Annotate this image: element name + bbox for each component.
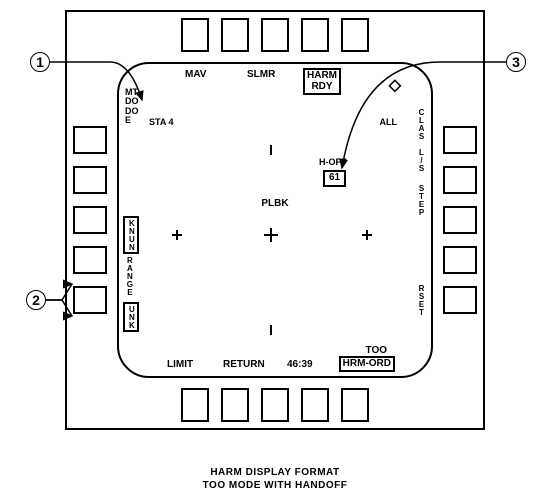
osb-right-1[interactable] xyxy=(443,126,477,154)
figure-caption: HARM DISPLAY FORMAT TOO MODE WITH HANDOF… xyxy=(0,466,550,492)
osb-left-5[interactable] xyxy=(73,286,107,314)
tick-left-v xyxy=(176,230,178,240)
osb-bot-5[interactable] xyxy=(341,388,369,422)
osb-bot-4[interactable] xyxy=(301,388,329,422)
osb-bot-3[interactable] xyxy=(261,388,289,422)
top-label-mav: MAV xyxy=(185,70,206,81)
right-label-all: ALL xyxy=(380,118,398,127)
right-label-class: CLAS L/S xyxy=(417,108,425,172)
tick-top xyxy=(270,145,272,155)
center-label-plbk: PLBK xyxy=(261,199,288,210)
callout-3: 3 xyxy=(506,52,526,72)
caption-line1: HARM DISPLAY FORMAT xyxy=(210,467,339,478)
osb-top-3[interactable] xyxy=(261,18,289,52)
bottom-label-hrmord: HRM-ORD xyxy=(339,356,395,373)
left-label-unk: UNK xyxy=(123,302,139,332)
tick-bottom xyxy=(270,325,272,335)
caption-line2: TOO MODE WITH HANDOFF xyxy=(203,480,348,491)
osb-right-3[interactable] xyxy=(443,206,477,234)
osb-right-2[interactable] xyxy=(443,166,477,194)
diamond-icon: ◇ xyxy=(389,78,401,95)
osb-left-3[interactable] xyxy=(73,206,107,234)
mfd-bezel: MAV SLMR HARM RDY ◇ MT DO DO E STA 4 KNU… xyxy=(65,10,485,430)
right-label-step: STEP xyxy=(417,184,425,216)
callout-1: 1 xyxy=(30,52,50,72)
right-label-rset: RSET xyxy=(417,284,425,316)
osb-bot-2[interactable] xyxy=(221,388,249,422)
bottom-label-limit: LIMIT xyxy=(167,360,193,371)
osb-top-4[interactable] xyxy=(301,18,329,52)
tick-right-v xyxy=(366,230,368,240)
osb-col-left xyxy=(73,126,107,314)
bottom-label-time: 46:39 xyxy=(287,360,313,371)
left-label-range: RANGE xyxy=(125,256,133,296)
osb-right-5[interactable] xyxy=(443,286,477,314)
osb-bot-1[interactable] xyxy=(181,388,209,422)
handoff-code: 61 xyxy=(323,170,346,187)
bottom-label-too: TOO xyxy=(366,346,387,357)
osb-top-2[interactable] xyxy=(221,18,249,52)
handoff-label: H-OFF xyxy=(319,158,347,167)
station-label: STA 4 xyxy=(149,118,174,127)
bottom-label-return: RETURN xyxy=(223,360,265,371)
cross-v xyxy=(270,228,272,242)
osb-col-right xyxy=(443,126,477,314)
left-label-knun: KNUN xyxy=(123,216,139,254)
top-label-harm-rdy: HARM RDY xyxy=(303,68,341,95)
osb-row-bottom xyxy=(181,388,369,422)
osb-left-4[interactable] xyxy=(73,246,107,274)
osb-top-5[interactable] xyxy=(341,18,369,52)
osb-top-1[interactable] xyxy=(181,18,209,52)
osb-row-top xyxy=(181,18,369,52)
callout-2: 2 xyxy=(26,290,46,310)
crt-display: MAV SLMR HARM RDY ◇ MT DO DO E STA 4 KNU… xyxy=(117,62,433,378)
top-label-slmr: SLMR xyxy=(247,70,275,81)
osb-right-4[interactable] xyxy=(443,246,477,274)
osb-left-2[interactable] xyxy=(73,166,107,194)
osb-left-1[interactable] xyxy=(73,126,107,154)
left-mode-label: MT DO DO E xyxy=(125,88,139,126)
